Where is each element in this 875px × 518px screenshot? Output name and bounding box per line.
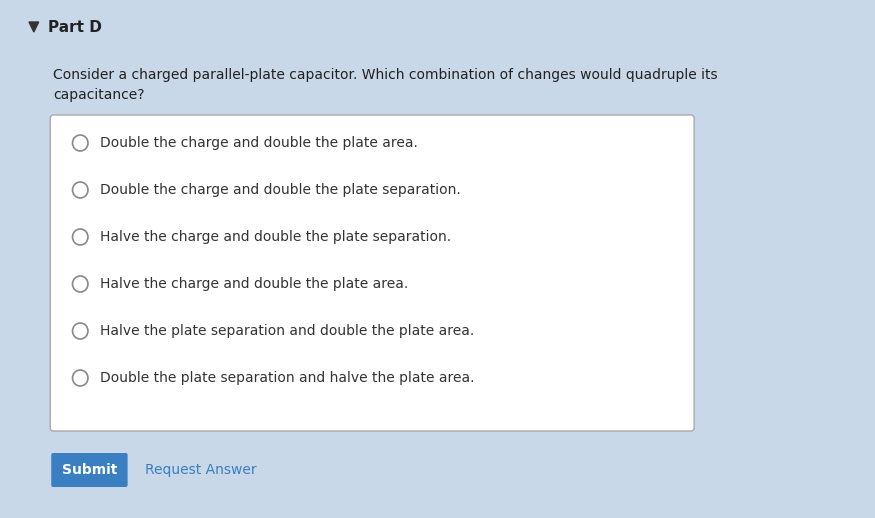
Text: Double the charge and double the plate area.: Double the charge and double the plate a… [100,136,417,150]
Text: Request Answer: Request Answer [145,463,256,477]
Text: Double the charge and double the plate separation.: Double the charge and double the plate s… [100,183,460,197]
Text: Consider a charged parallel-plate capacitor. Which combination of changes would : Consider a charged parallel-plate capaci… [53,68,717,102]
FancyBboxPatch shape [50,115,694,431]
Text: Submit: Submit [62,463,117,477]
Text: Halve the plate separation and double the plate area.: Halve the plate separation and double th… [100,324,474,338]
Text: Part D: Part D [48,20,102,35]
Text: Halve the charge and double the plate area.: Halve the charge and double the plate ar… [100,277,408,291]
Polygon shape [29,22,38,32]
Text: Halve the charge and double the plate separation.: Halve the charge and double the plate se… [100,230,451,244]
Text: Double the plate separation and halve the plate area.: Double the plate separation and halve th… [100,371,474,385]
FancyBboxPatch shape [52,453,128,487]
